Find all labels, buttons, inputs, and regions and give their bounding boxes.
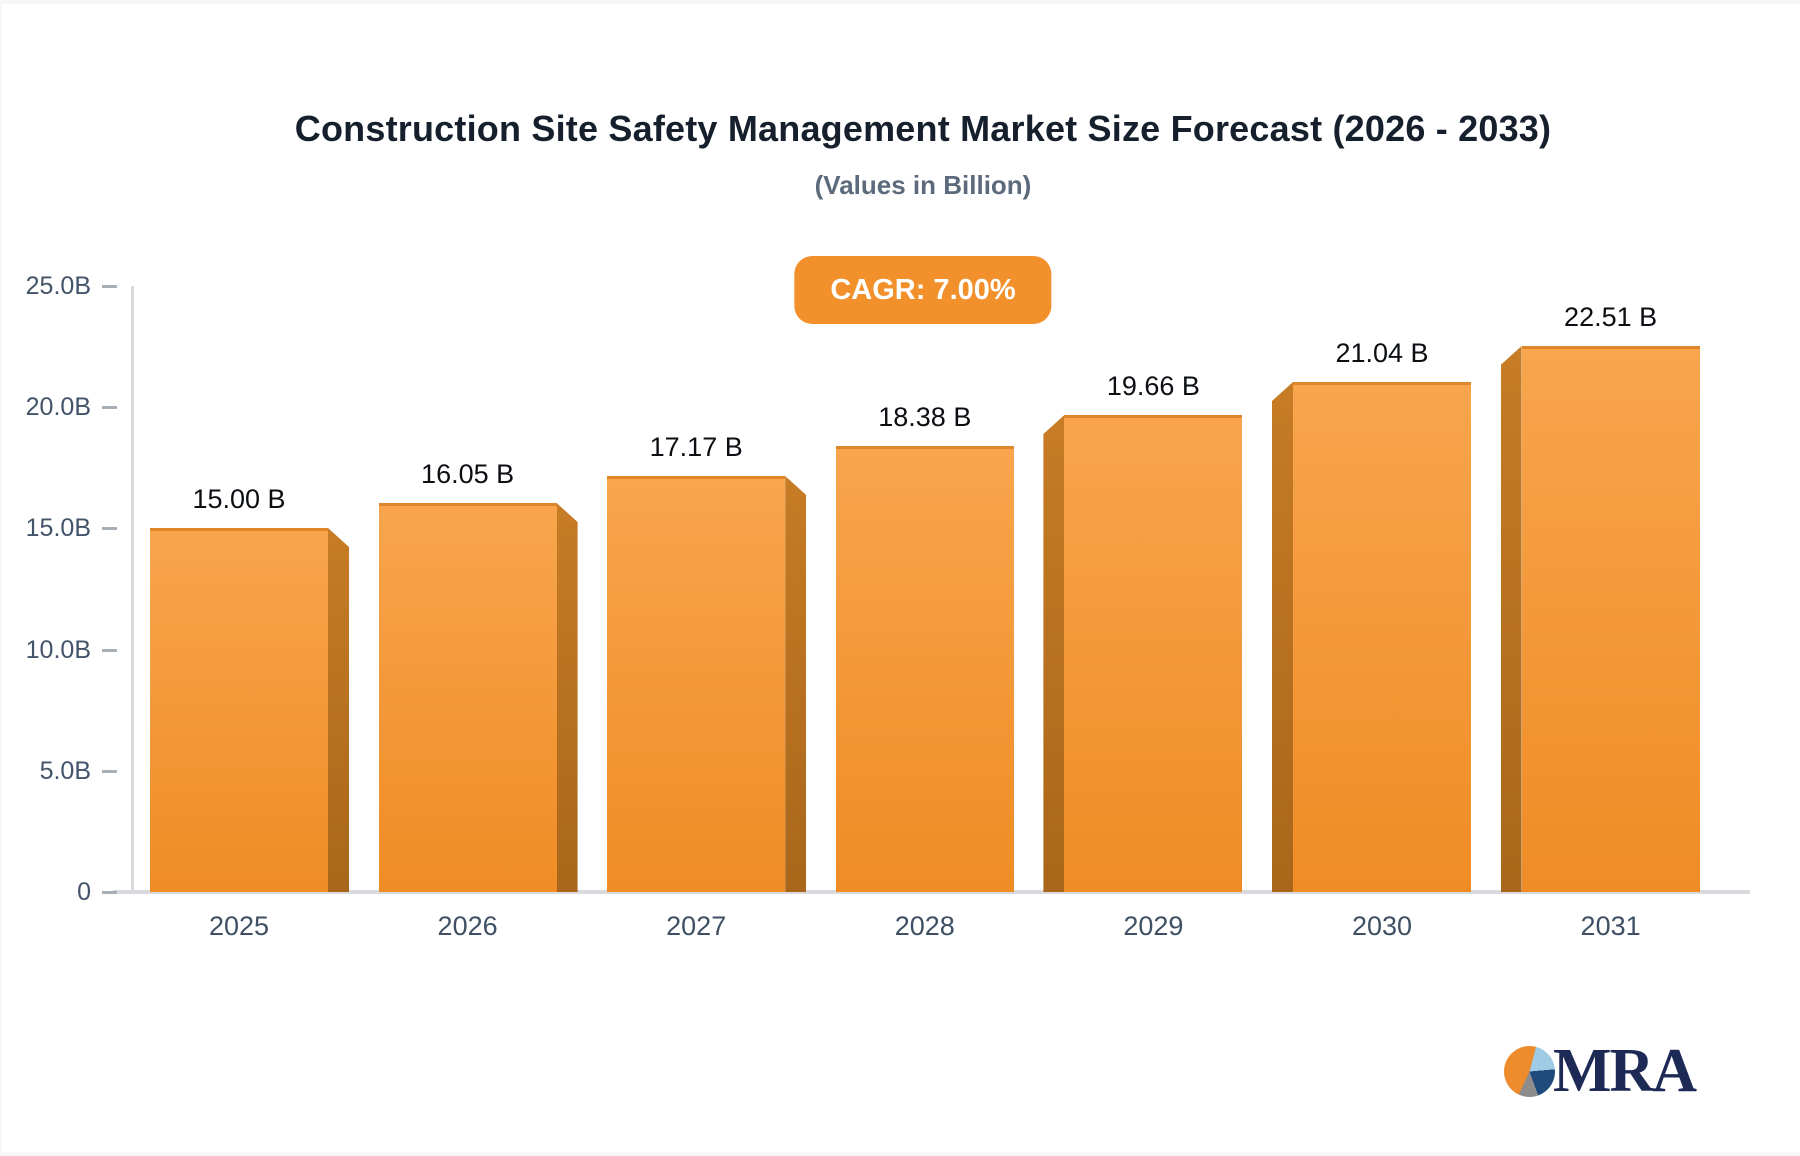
y-axis-tick — [102, 527, 117, 531]
y-axis-tick-label: 25.0B — [25, 272, 91, 300]
y-axis-tick-label: 0 — [77, 878, 91, 906]
brand-logo-text: MRA — [1553, 1037, 1697, 1105]
bar-value-label: 22.51 B — [1564, 302, 1658, 332]
y-axis-tick — [102, 769, 117, 773]
y-axis-tick-label: 15.0B — [25, 514, 91, 543]
chart-title: Construction Site Safety Management Mark… — [294, 108, 1552, 149]
x-axis-tick-label: 2028 — [894, 911, 955, 941]
x-axis-tick-label: 2025 — [208, 911, 270, 941]
bar-side-face — [556, 503, 578, 892]
bar-side-face — [1500, 346, 1522, 892]
bar-value-label: 15.00 B — [192, 484, 286, 514]
y-axis-tick — [102, 406, 117, 410]
cagr-badge: CAGR: 7.00% — [794, 256, 1052, 324]
chart-subtitle: (Values in Billion) — [814, 170, 1032, 200]
bar-value-label: 17.17 B — [649, 432, 743, 462]
pie-chart-logo-icon — [1504, 1045, 1555, 1097]
bar-2031 — [1521, 346, 1700, 892]
bar-value-label: 21.04 B — [1335, 338, 1429, 368]
y-axis-tick-label: 20.0B — [25, 393, 91, 422]
y-axis-tick — [102, 891, 117, 894]
x-axis-tick-label: 2030 — [1351, 911, 1413, 941]
bar-2025 — [150, 528, 328, 892]
bar-2026 — [378, 503, 557, 892]
y-axis-line — [131, 286, 134, 894]
y-axis-tick — [102, 648, 117, 652]
x-axis-tick-label: 2026 — [437, 911, 498, 941]
brand-logo: MRA — [1504, 1037, 1697, 1105]
x-axis-tick-label: 2029 — [1123, 911, 1184, 941]
y-axis-tick — [102, 285, 117, 288]
y-axis-tick-label: 5.0B — [39, 756, 91, 785]
y-axis-tick-label: 10.0B — [25, 635, 91, 664]
bar-2030 — [1293, 382, 1471, 892]
bar-side-face — [1043, 415, 1065, 892]
bar-side-face — [1272, 382, 1293, 892]
bar-2027 — [607, 476, 786, 892]
x-axis-tick-label: 2031 — [1580, 911, 1641, 941]
bar-value-label: 16.05 B — [421, 459, 515, 489]
bar-side-face — [785, 476, 807, 892]
x-axis-baseline — [113, 890, 1750, 894]
bar-value-label: 18.38 B — [878, 402, 972, 432]
bar-2029 — [1064, 415, 1243, 892]
bar-side-face — [328, 528, 349, 892]
x-axis-tick-label: 2027 — [666, 911, 727, 941]
bar-value-label: 19.66 B — [1106, 371, 1200, 401]
bar-2028 — [835, 446, 1014, 892]
